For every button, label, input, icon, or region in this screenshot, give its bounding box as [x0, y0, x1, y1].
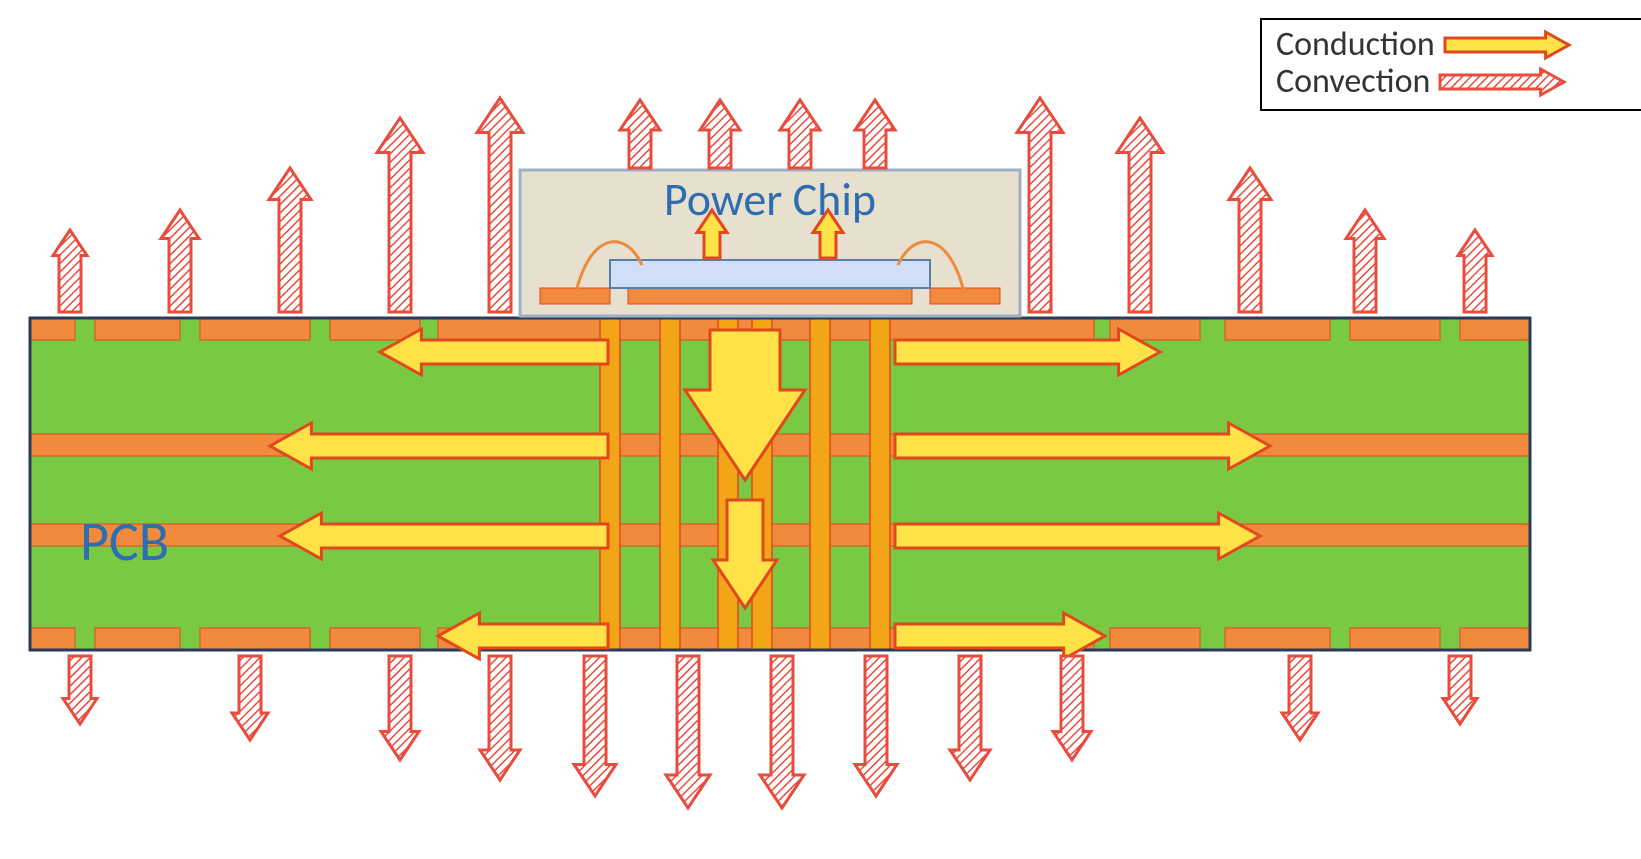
convection-arrow-up [53, 230, 87, 312]
convection-arrow-up [700, 100, 740, 168]
convection-arrow-down [480, 656, 520, 780]
conduction-arrow-icon [1443, 29, 1573, 61]
convection-arrow-down [855, 656, 897, 796]
convection-arrow-up [269, 168, 311, 312]
convection-arrow-up [377, 118, 423, 312]
convection-arrow-down [950, 656, 990, 780]
convection-arrow-up [1346, 210, 1384, 312]
convection-arrow-up [477, 98, 523, 312]
legend-row-convection: Convection [1276, 63, 1632, 100]
legend-label-conduction: Conduction [1276, 26, 1435, 63]
convection-arrow-up [1117, 118, 1163, 312]
convection-arrow-down [1282, 656, 1318, 740]
thermal-via [810, 318, 830, 650]
convection-arrow-down [574, 656, 616, 796]
chip-label: Power Chip [664, 172, 876, 228]
convection-arrow-down [232, 656, 268, 740]
diagram-stage: PCB Power Chip Conduction Convection [0, 0, 1641, 859]
convection-arrow-down [381, 656, 419, 760]
thermal-diagram-svg: PCB Power Chip [0, 0, 1641, 859]
legend-box: Conduction Convection [1260, 18, 1641, 111]
convection-arrow-up [620, 100, 660, 168]
legend-label-convection: Convection [1276, 63, 1430, 100]
convection-arrow-up [1017, 98, 1063, 312]
convection-arrow-down [666, 656, 710, 808]
convection-arrow-up [1458, 230, 1492, 312]
thermal-via [600, 318, 620, 650]
pcb-label: PCB [80, 508, 169, 576]
convection-arrow-down [760, 656, 804, 808]
thermal-via [870, 318, 890, 650]
convection-arrow-down [1443, 656, 1477, 724]
convection-arrow-up [855, 100, 895, 168]
convection-arrow-icon [1438, 66, 1568, 98]
convection-arrow-up [1229, 168, 1271, 312]
legend-row-conduction: Conduction [1276, 26, 1632, 63]
thermal-via [660, 318, 680, 650]
convection-arrow-down [1053, 656, 1091, 760]
convection-arrow-up [780, 100, 820, 168]
convection-arrow-down [63, 656, 97, 724]
convection-arrow-up [161, 210, 199, 312]
chip-die [610, 260, 930, 288]
